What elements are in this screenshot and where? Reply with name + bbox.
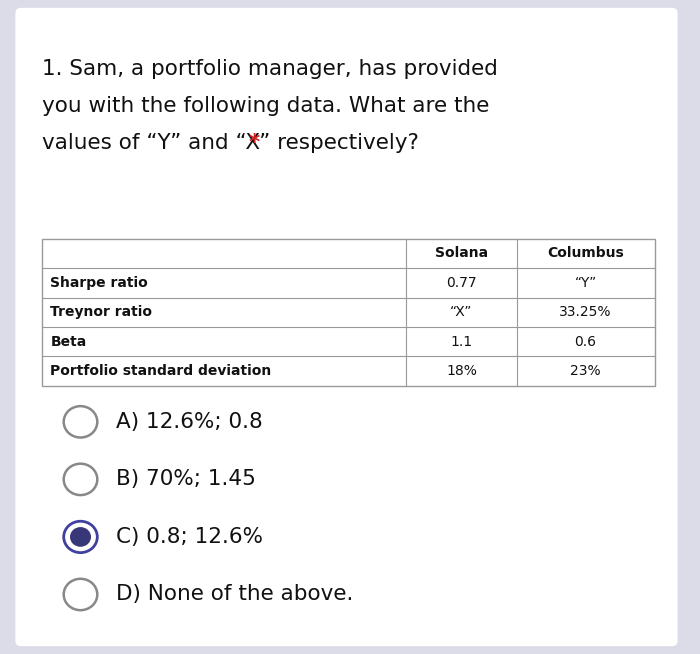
Text: 18%: 18%	[446, 364, 477, 378]
Text: “Y”: “Y”	[575, 276, 596, 290]
Text: Portfolio standard deviation: Portfolio standard deviation	[50, 364, 272, 378]
FancyBboxPatch shape	[15, 8, 678, 646]
Text: Columbus: Columbus	[547, 247, 624, 260]
Text: Beta: Beta	[50, 335, 87, 349]
Circle shape	[71, 528, 90, 546]
Text: Sharpe ratio: Sharpe ratio	[50, 276, 148, 290]
Text: 23%: 23%	[570, 364, 601, 378]
Text: 33.25%: 33.25%	[559, 305, 612, 319]
Text: D) None of the above.: D) None of the above.	[116, 585, 353, 604]
Text: A) 12.6%; 0.8: A) 12.6%; 0.8	[116, 412, 262, 432]
Text: values of “Y” and “X” respectively?: values of “Y” and “X” respectively?	[42, 133, 426, 154]
Text: B) 70%; 1.45: B) 70%; 1.45	[116, 470, 256, 489]
Text: 0.6: 0.6	[575, 335, 596, 349]
Text: 0.77: 0.77	[447, 276, 477, 290]
Text: Solana: Solana	[435, 247, 488, 260]
Text: “X”: “X”	[450, 305, 473, 319]
Text: *: *	[248, 133, 260, 154]
Text: Treynor ratio: Treynor ratio	[50, 305, 153, 319]
Text: 1.1: 1.1	[451, 335, 473, 349]
Text: C) 0.8; 12.6%: C) 0.8; 12.6%	[116, 527, 262, 547]
Bar	[42, 239, 654, 386]
Text: 1. Sam, a portfolio manager, has provided: 1. Sam, a portfolio manager, has provide…	[42, 59, 498, 79]
Text: you with the following data. What are the: you with the following data. What are th…	[42, 96, 489, 116]
